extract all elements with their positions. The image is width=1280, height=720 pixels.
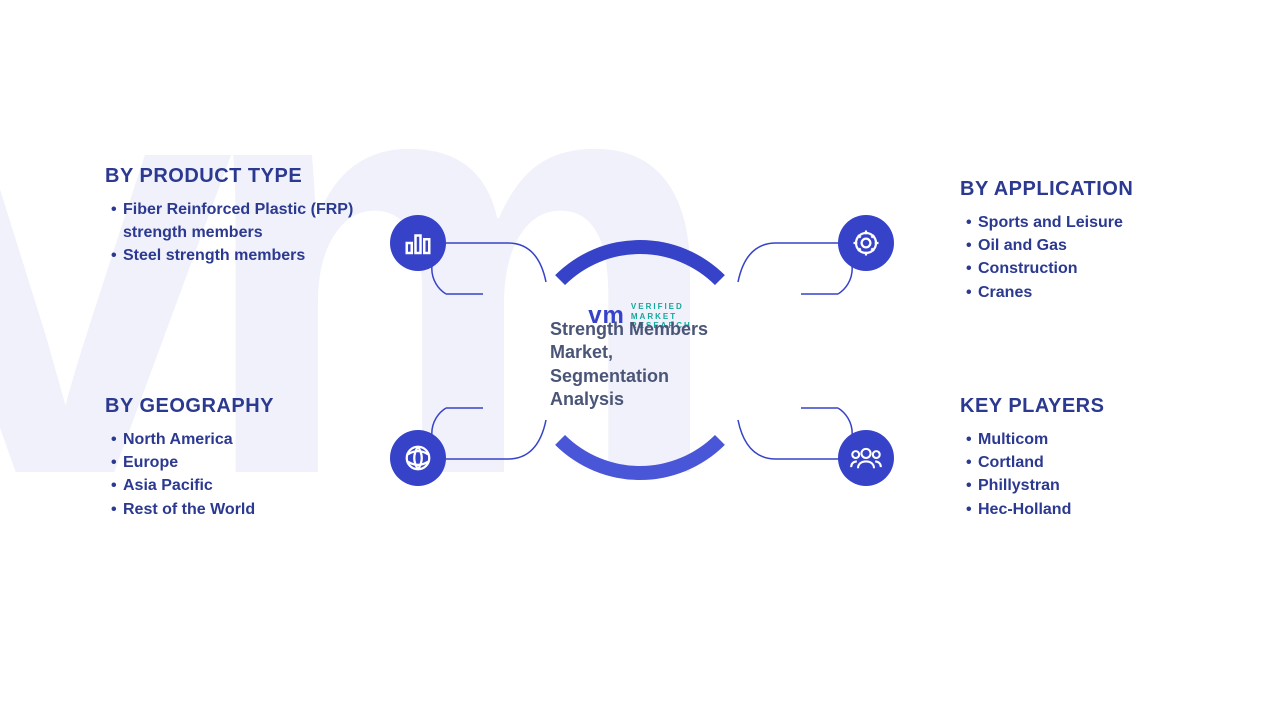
segment-product-type: BY PRODUCT TYPE Fiber Reinforced Plastic… [105,165,365,268]
list-item: Oil and Gas [966,234,1133,257]
connector-bottom-right [736,400,866,480]
list-item: Cranes [966,281,1133,304]
list-geography: North America Europe Asia Pacific Rest o… [105,428,274,521]
heading-geography: BY GEOGRAPHY [105,395,274,418]
list-item: North America [111,428,274,451]
heading-application: BY APPLICATION [960,178,1133,201]
center-title: Strength Members Market, Segmentation An… [550,318,730,412]
segment-application: BY APPLICATION Sports and Leisure Oil an… [960,178,1133,304]
list-item: Construction [966,257,1133,280]
center-text: Strength Members Market, Segmentation An… [550,318,730,412]
list-item: Hec-Holland [966,498,1104,521]
list-item: Europe [111,451,274,474]
list-item: Cortland [966,451,1104,474]
list-item: Asia Pacific [111,474,274,497]
list-item: Rest of the World [111,498,274,521]
list-application: Sports and Leisure Oil and Gas Construct… [960,211,1133,304]
list-product-type: Fiber Reinforced Plastic (FRP) strength … [105,198,365,268]
connector-bottom-left [418,400,548,480]
list-key-players: Multicom Cortland Phillystran Hec-Hollan… [960,428,1104,521]
list-item: Phillystran [966,474,1104,497]
list-item: Multicom [966,428,1104,451]
list-item: Sports and Leisure [966,211,1133,234]
connector-top-left [418,222,548,302]
logo-text-line: VERIFIED [631,302,684,311]
heading-key-players: KEY PLAYERS [960,395,1104,418]
list-item: Fiber Reinforced Plastic (FRP) strength … [111,198,365,244]
list-item: Steel strength members [111,244,365,267]
infographic-container: BY PRODUCT TYPE Fiber Reinforced Plastic… [0,0,1280,720]
connector-top-right [736,222,866,302]
heading-product-type: BY PRODUCT TYPE [105,165,365,188]
segment-geography: BY GEOGRAPHY North America Europe Asia P… [105,395,274,521]
segment-key-players: KEY PLAYERS Multicom Cortland Phillystra… [960,395,1104,521]
